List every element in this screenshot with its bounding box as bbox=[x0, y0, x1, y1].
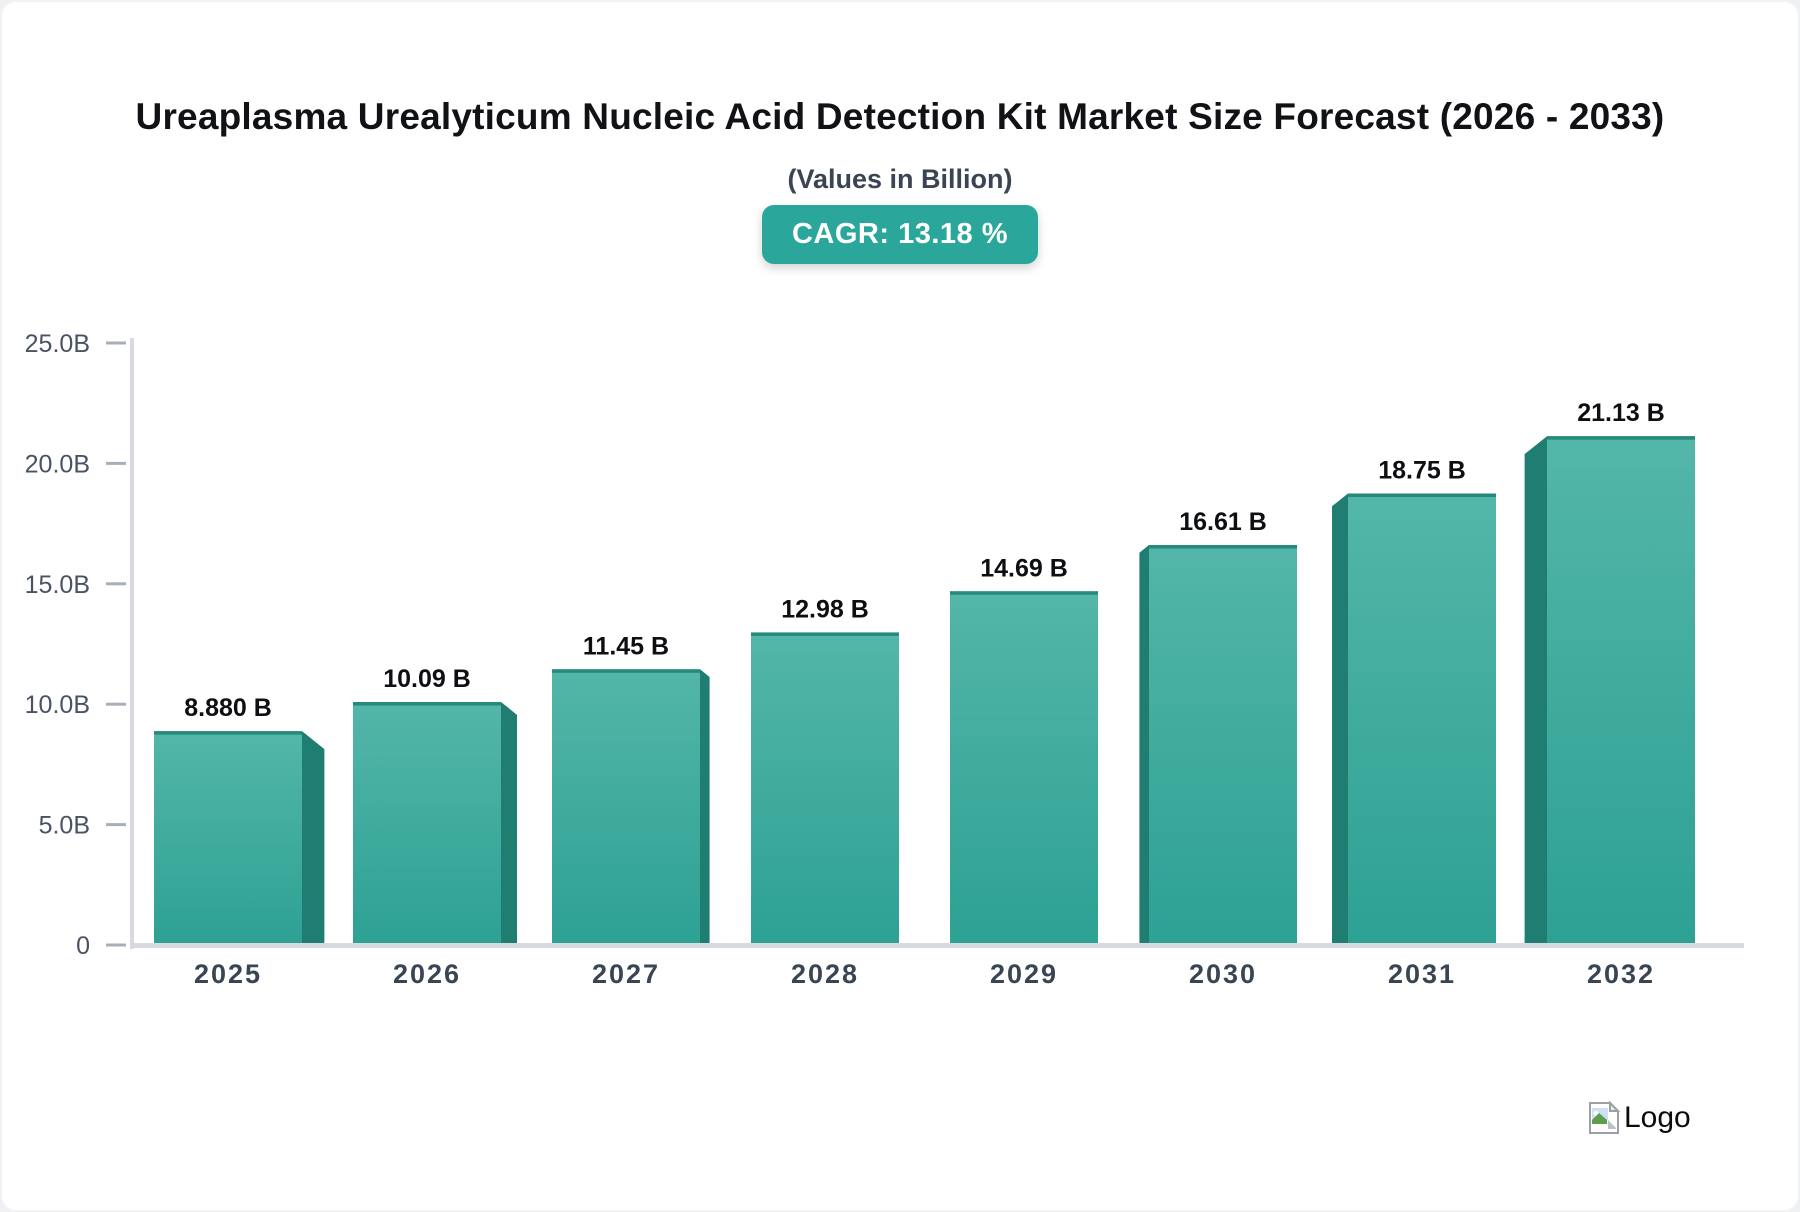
bar bbox=[1149, 545, 1297, 945]
x-axis-label: 2030 bbox=[1189, 959, 1257, 989]
y-tick bbox=[106, 943, 126, 947]
bar-value-label: 12.98 B bbox=[781, 595, 869, 623]
bar-value-label: 14.69 B bbox=[980, 554, 1068, 582]
y-axis-label: 10.0B bbox=[25, 691, 90, 719]
bar bbox=[1547, 436, 1695, 945]
bar bbox=[353, 702, 501, 945]
logo-label: Logo bbox=[1624, 1101, 1691, 1134]
y-axis-label: 15.0B bbox=[25, 571, 90, 599]
bar-top-edge bbox=[552, 669, 700, 673]
bar-top-edge bbox=[1547, 436, 1695, 440]
x-axis-label: 2031 bbox=[1388, 959, 1456, 989]
bar-value-label: 10.09 B bbox=[383, 665, 471, 693]
x-axis-label: 2025 bbox=[194, 959, 262, 989]
bar-top-edge bbox=[950, 591, 1098, 595]
y-axis-label: 25.0B bbox=[25, 330, 90, 358]
bar bbox=[950, 591, 1098, 945]
y-tick bbox=[106, 702, 126, 706]
bar-top-edge bbox=[353, 702, 501, 706]
bar bbox=[1348, 493, 1496, 945]
y-tick bbox=[106, 582, 126, 586]
y-tick bbox=[106, 461, 126, 465]
cagr-badge: CAGR: 13.18 % bbox=[761, 204, 1038, 264]
y-tick bbox=[106, 341, 126, 345]
x-axis-label: 2032 bbox=[1587, 959, 1655, 989]
y-axis-label: 5.0B bbox=[39, 812, 90, 840]
broken-image-icon bbox=[1589, 1100, 1621, 1134]
page-title: Ureaplasma Urealyticum Nucleic Acid Dete… bbox=[135, 96, 1665, 137]
bar-side-face bbox=[1332, 493, 1348, 945]
chart-header: Ureaplasma Urealyticum Nucleic Acid Dete… bbox=[2, 2, 1798, 264]
y-axis-line bbox=[130, 338, 134, 949]
bar-top-edge bbox=[154, 731, 302, 735]
bar bbox=[552, 669, 700, 945]
bar-value-label: 16.61 B bbox=[1179, 508, 1267, 536]
chart-subtitle: (Values in Billion) bbox=[787, 163, 1013, 194]
bar-top-edge bbox=[1149, 545, 1297, 549]
x-axis-label: 2026 bbox=[393, 959, 461, 989]
bar-value-label: 21.13 B bbox=[1577, 399, 1665, 427]
bar-side-face bbox=[1524, 436, 1547, 945]
bar-top-edge bbox=[751, 632, 899, 636]
x-axis-label: 2029 bbox=[990, 959, 1058, 989]
x-axis-label: 2028 bbox=[791, 959, 859, 989]
bar-top-edge bbox=[1348, 493, 1496, 497]
bar bbox=[154, 731, 302, 945]
bar-value-label: 8.880 B bbox=[184, 694, 272, 722]
bar bbox=[751, 632, 899, 945]
y-axis-label: 0 bbox=[76, 932, 90, 960]
logo: Logo bbox=[1586, 1100, 1691, 1136]
bar-side-face bbox=[302, 731, 325, 945]
bar-side-face bbox=[501, 702, 517, 945]
bar-side-face bbox=[700, 669, 710, 945]
x-axis-line bbox=[130, 943, 1744, 948]
bar-value-label: 18.75 B bbox=[1378, 457, 1466, 485]
x-axis-label: 2027 bbox=[592, 959, 660, 989]
bar-value-label: 11.45 B bbox=[583, 632, 669, 660]
y-axis-label: 20.0B bbox=[25, 450, 90, 478]
y-tick bbox=[106, 823, 126, 827]
bar-side-face bbox=[1139, 545, 1149, 945]
